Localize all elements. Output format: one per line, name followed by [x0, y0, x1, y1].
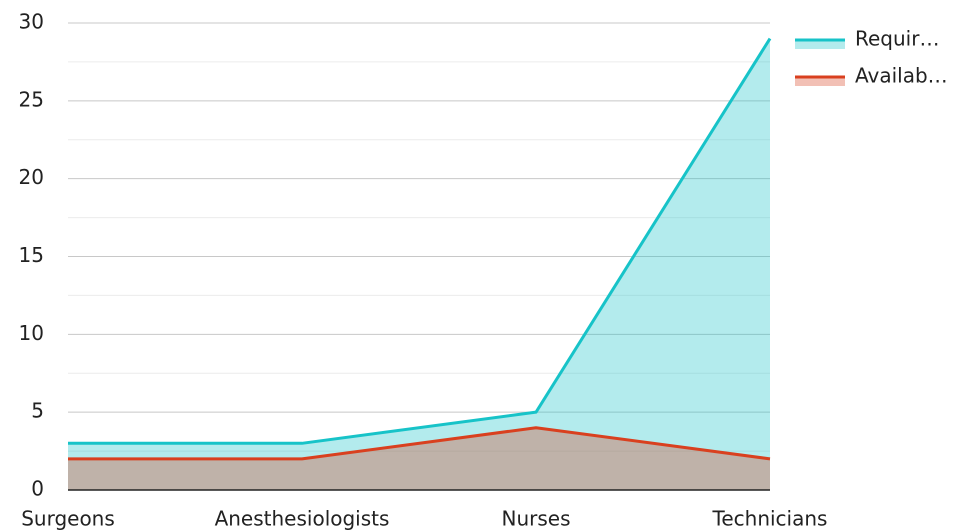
legend-label: Availab… — [855, 64, 948, 88]
legend-swatch — [795, 77, 845, 86]
x-tick-label: Anesthesiologists — [215, 507, 390, 531]
y-tick-label: 10 — [19, 321, 44, 345]
y-tick-label: 0 — [31, 477, 44, 501]
y-tick-label: 5 — [31, 399, 44, 423]
x-tick-label: Nurses — [501, 507, 570, 531]
x-tick-label: Surgeons — [21, 507, 115, 531]
line — [68, 426, 771, 461]
y-tick-label: 15 — [19, 243, 44, 267]
legend-label: Requir… — [855, 27, 939, 51]
y-tick-label: 25 — [19, 87, 44, 111]
y-tick-label: 20 — [19, 165, 44, 189]
legend-swatch — [795, 40, 845, 49]
area — [68, 38, 770, 491]
y-tick-label: 30 — [19, 10, 44, 34]
x-tick-label: Technicians — [712, 507, 828, 531]
area — [68, 427, 770, 490]
line — [68, 37, 772, 445]
